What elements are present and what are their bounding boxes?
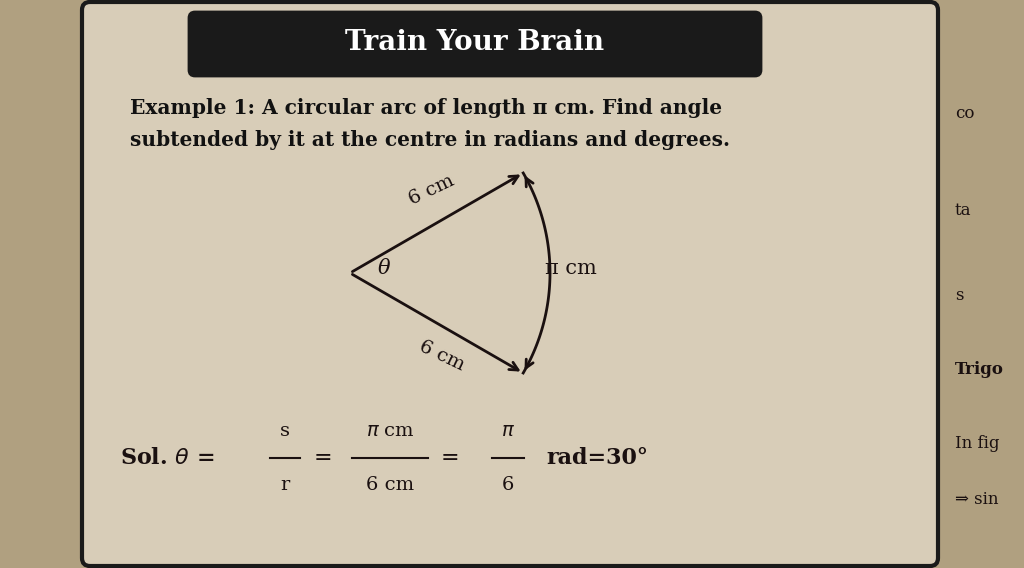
- Text: $\pi$ cm: $\pi$ cm: [366, 422, 415, 440]
- Text: s: s: [280, 422, 290, 440]
- Text: ta: ta: [955, 202, 972, 219]
- Text: co: co: [955, 105, 975, 122]
- Text: =: =: [313, 447, 333, 469]
- FancyBboxPatch shape: [82, 2, 938, 566]
- Text: Trigo: Trigo: [955, 361, 1004, 378]
- Text: Example 1: A circular arc of length π cm. Find angle: Example 1: A circular arc of length π cm…: [130, 98, 722, 118]
- Text: Train Your Brain: Train Your Brain: [345, 28, 604, 56]
- Text: 6 cm: 6 cm: [416, 337, 467, 374]
- Text: r: r: [281, 476, 290, 494]
- Text: In fig: In fig: [955, 435, 999, 452]
- Text: $\pi$: $\pi$: [501, 422, 515, 440]
- Text: 6: 6: [502, 476, 514, 494]
- Text: subtended by it at the centre in radians and degrees.: subtended by it at the centre in radians…: [130, 130, 730, 150]
- FancyBboxPatch shape: [189, 12, 761, 76]
- Text: Sol. $\theta$ =: Sol. $\theta$ =: [120, 447, 214, 469]
- Text: 6 cm: 6 cm: [366, 476, 414, 494]
- Text: ⇒ sin: ⇒ sin: [955, 491, 998, 508]
- Text: π cm: π cm: [545, 258, 597, 278]
- Text: θ: θ: [378, 258, 390, 278]
- Text: s: s: [955, 287, 964, 304]
- Text: =: =: [440, 447, 460, 469]
- Text: 6 cm: 6 cm: [406, 172, 457, 209]
- Text: rad=30°: rad=30°: [546, 447, 648, 469]
